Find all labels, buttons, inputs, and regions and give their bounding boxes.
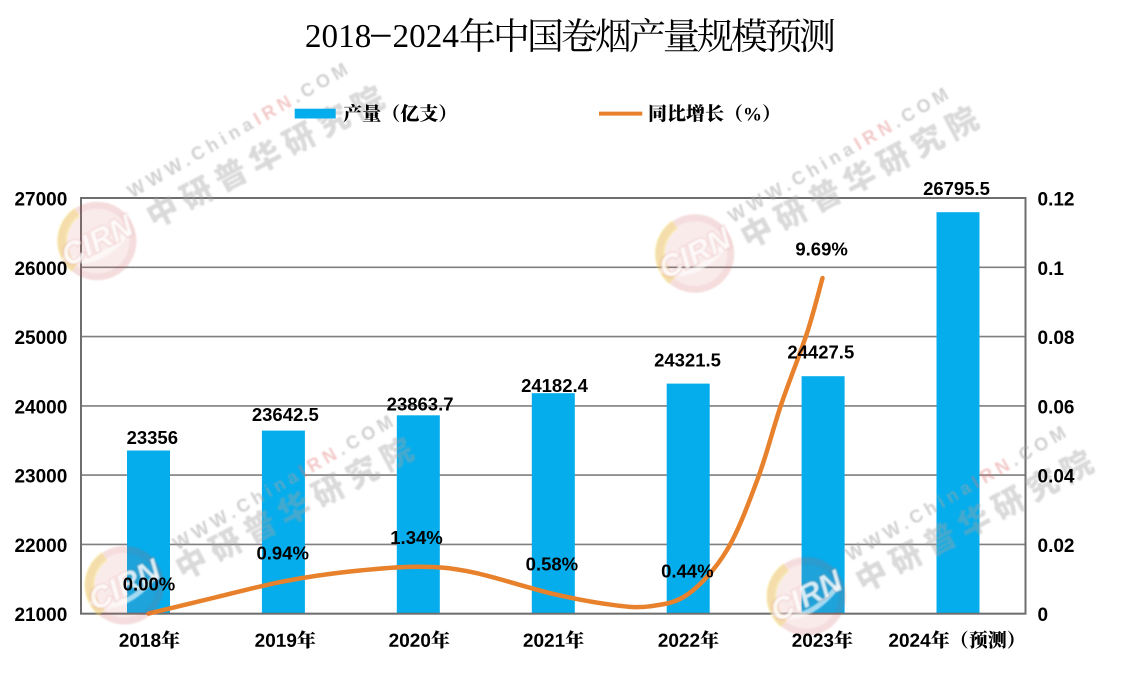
- svg-text:0.12: 0.12: [1038, 190, 1075, 211]
- svg-text:23356: 23356: [127, 427, 178, 448]
- svg-text:0.04: 0.04: [1038, 467, 1075, 488]
- svg-text:0: 0: [1038, 605, 1049, 626]
- svg-text:0.1: 0.1: [1038, 259, 1065, 280]
- svg-text:0.02: 0.02: [1038, 536, 1075, 557]
- svg-text:0.08: 0.08: [1038, 328, 1075, 349]
- svg-text:24000: 24000: [14, 397, 67, 418]
- svg-text:25000: 25000: [14, 328, 67, 349]
- svg-text:26000: 26000: [14, 259, 67, 280]
- svg-text:26795.5: 26795.5: [923, 178, 990, 199]
- svg-text:9.69%: 9.69%: [795, 238, 847, 259]
- svg-text:23000: 23000: [14, 467, 67, 488]
- svg-text:0.94%: 0.94%: [256, 543, 308, 564]
- svg-text:22000: 22000: [14, 536, 67, 557]
- svg-text:0.44%: 0.44%: [661, 560, 713, 581]
- svg-text:1.34%: 1.34%: [390, 527, 442, 548]
- svg-text:24182.4: 24182.4: [521, 375, 589, 396]
- svg-text:0.00%: 0.00%: [123, 574, 175, 595]
- svg-text:23863.7: 23863.7: [387, 394, 454, 415]
- svg-text:23642.5: 23642.5: [252, 404, 319, 425]
- svg-text:0.58%: 0.58%: [526, 553, 578, 574]
- svg-text:21000: 21000: [14, 605, 67, 626]
- svg-text:24427.5: 24427.5: [787, 342, 854, 363]
- svg-text:0.06: 0.06: [1038, 397, 1075, 418]
- svg-text:24321.5: 24321.5: [654, 350, 721, 371]
- svg-text:27000: 27000: [14, 190, 67, 211]
